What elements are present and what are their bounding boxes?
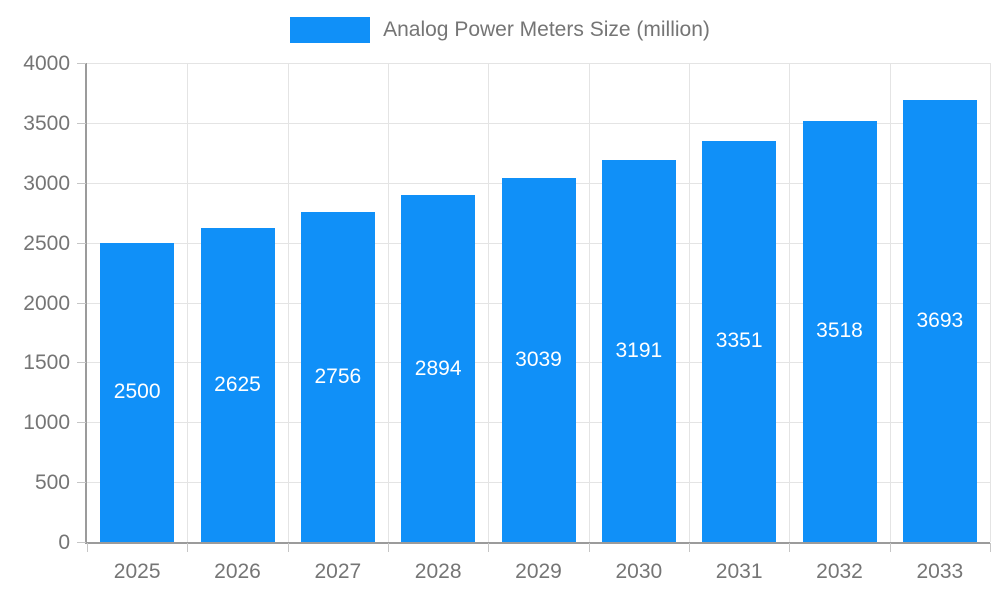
x-axis-label: 2027: [314, 560, 362, 583]
v-gridline: [990, 63, 991, 542]
legend-swatch: [290, 17, 371, 43]
y-axis-tick: [77, 182, 86, 184]
y-axis-label: 0: [58, 531, 70, 554]
bar-value-label: 2756: [314, 364, 362, 388]
x-axis-tick: [87, 543, 88, 552]
bar: [401, 195, 476, 542]
x-axis-line: [85, 542, 990, 544]
bar: [702, 140, 777, 542]
legend-label: Analog Power Meters Size (million): [383, 18, 710, 41]
v-gridline: [388, 63, 389, 542]
y-axis-label: 1500: [23, 351, 70, 375]
bar-value-label: 3518: [816, 319, 863, 343]
bar: [902, 99, 977, 542]
y-axis-label: 4000: [23, 52, 70, 75]
y-axis-tick: [77, 242, 86, 244]
y-axis-label: 3500: [23, 111, 70, 135]
y-axis-line: [85, 63, 87, 544]
bar-value-label: 3351: [715, 329, 763, 353]
x-axis-tick: [889, 543, 891, 552]
y-axis-label: 500: [34, 471, 70, 495]
x-axis-label: 2033: [916, 560, 964, 583]
v-gridline: [287, 63, 289, 542]
bar-value-label: 2500: [113, 380, 161, 404]
h-gridline: [87, 63, 990, 64]
bar: [501, 178, 576, 542]
x-axis-label: 2031: [715, 560, 763, 583]
h-gridline: [87, 122, 990, 124]
bar: [601, 159, 676, 542]
y-axis-tick: [77, 362, 86, 364]
y-axis-label: 2000: [23, 291, 70, 315]
y-axis-tick: [77, 122, 86, 124]
v-gridline: [789, 63, 791, 542]
x-axis-label: 2026: [214, 560, 261, 583]
bar-value-label: 2625: [214, 372, 261, 396]
x-axis-label: 2025: [113, 560, 161, 583]
y-axis-tick: [77, 482, 86, 484]
x-axis-tick: [588, 543, 590, 552]
x-axis-tick: [388, 543, 389, 552]
v-gridline: [689, 63, 690, 542]
y-axis-tick: [77, 422, 86, 424]
x-axis-tick: [689, 543, 690, 552]
x-axis-tick: [187, 543, 189, 552]
y-axis-tick: [77, 63, 86, 64]
v-gridline: [187, 63, 189, 542]
y-axis-label: 3000: [23, 171, 70, 195]
plot-area: 2500 2625 2756 2894 3039 3191 3351 3518 3693: [87, 63, 991, 542]
v-gridline: [889, 63, 891, 542]
x-axis-tick: [789, 543, 791, 552]
y-axis-tick: [77, 302, 86, 304]
v-gridline: [588, 63, 590, 542]
v-gridline: [488, 63, 490, 542]
bar: [300, 211, 375, 542]
y-axis-label: 2500: [23, 231, 70, 255]
x-axis-label: 2032: [816, 560, 863, 583]
x-axis-label: 2028: [414, 560, 462, 583]
bar: [802, 120, 877, 542]
bar-value-label: 2894: [414, 356, 462, 380]
bar: [200, 227, 275, 542]
bar-value-label: 3191: [615, 338, 663, 362]
y-axis-label: 1000: [23, 411, 70, 435]
bar: [100, 242, 175, 542]
bar-value-label: 3039: [515, 348, 562, 372]
x-axis-label: 2029: [515, 560, 562, 583]
bar-value-label: 3693: [916, 308, 964, 332]
x-axis-label: 2030: [615, 560, 663, 583]
x-axis-tick: [488, 543, 490, 552]
x-axis-tick: [990, 543, 991, 552]
y-axis-tick: [77, 542, 86, 543]
legend: Analog Power Meters Size (million): [0, 17, 1000, 43]
x-axis-tick: [287, 543, 289, 552]
